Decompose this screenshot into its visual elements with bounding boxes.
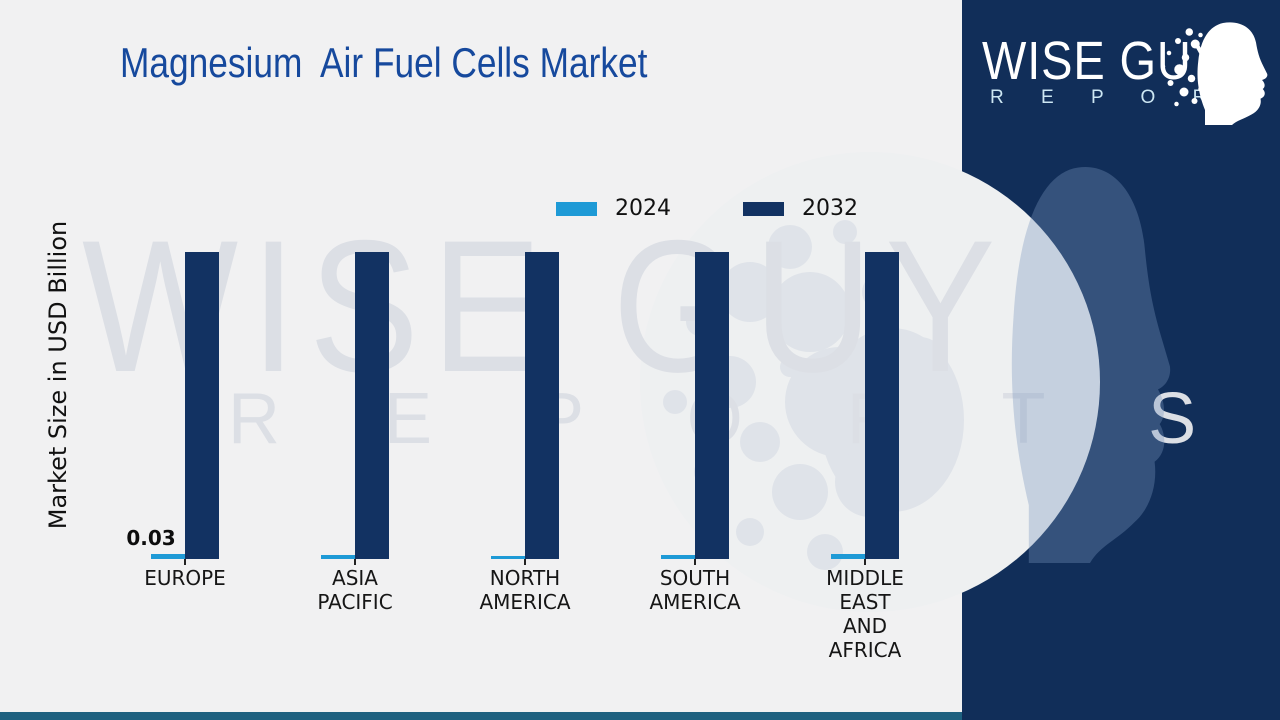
x-axis-tick — [184, 559, 186, 565]
bottom-accent-strip — [0, 712, 962, 720]
watermark-face-silhouette-icon — [1005, 158, 1175, 564]
data-label-2024: 0.03 — [126, 526, 176, 550]
category-label: NORTH AMERICA — [479, 566, 571, 614]
bar-2024-asia-pacific — [321, 555, 355, 559]
x-axis-tick — [524, 559, 526, 565]
category-label: ASIA PACIFIC — [317, 566, 393, 614]
y-axis-label: Market Size in USD Billion — [44, 220, 72, 530]
bar-2024-europe — [151, 554, 185, 559]
chart-title: Magnesium Air Fuel Cells Market — [120, 39, 648, 86]
watermark-wiseguy-text: WISE GUY — [82, 201, 1008, 411]
category-label: EUROPE — [144, 566, 226, 590]
x-axis-tick — [354, 559, 356, 565]
logo: WISE GUY R E P O R T S — [962, 0, 1280, 150]
logo-face-icon — [1148, 20, 1268, 126]
bar-2024-north-america — [491, 556, 525, 559]
